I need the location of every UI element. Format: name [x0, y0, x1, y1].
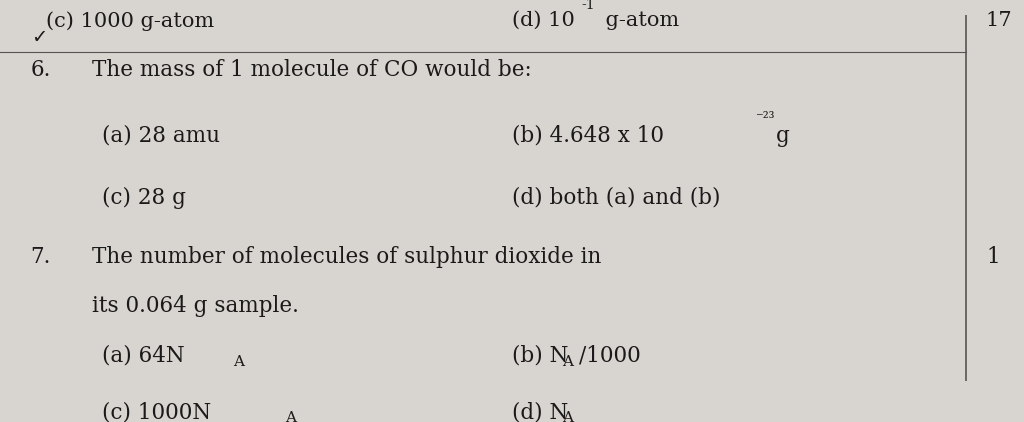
Text: 17: 17 — [985, 11, 1012, 30]
Text: A: A — [285, 411, 296, 422]
Text: (c) 1000N: (c) 1000N — [102, 401, 212, 422]
Text: $\checkmark$: $\checkmark$ — [31, 26, 46, 45]
Text: (c) 28 g: (c) 28 g — [102, 187, 186, 209]
Text: 1: 1 — [986, 246, 999, 268]
Text: A: A — [562, 354, 573, 368]
Text: (a) 64N: (a) 64N — [102, 345, 185, 367]
Text: (d) N: (d) N — [512, 401, 568, 422]
Text: 6.: 6. — [31, 59, 51, 81]
Text: A: A — [562, 411, 573, 422]
Text: (d) both (a) and (b): (d) both (a) and (b) — [512, 187, 721, 209]
Text: ⁻²³: ⁻²³ — [755, 112, 774, 126]
Text: g-atom: g-atom — [599, 11, 679, 30]
Text: (b) N: (b) N — [512, 345, 568, 367]
Text: /1000: /1000 — [579, 345, 640, 367]
Text: its 0.064 g sample.: its 0.064 g sample. — [92, 295, 299, 317]
Text: A: A — [233, 354, 245, 368]
Text: g: g — [776, 124, 791, 146]
Text: (a) 28 amu: (a) 28 amu — [102, 124, 220, 146]
Text: The number of molecules of sulphur dioxide in: The number of molecules of sulphur dioxi… — [92, 246, 601, 268]
Text: -1: -1 — [582, 0, 595, 12]
Text: (b) 4.648 x 10: (b) 4.648 x 10 — [512, 124, 664, 146]
Text: (c) 1000 g-atom: (c) 1000 g-atom — [46, 11, 214, 31]
Text: 7.: 7. — [31, 246, 51, 268]
Text: The mass of 1 molecule of CO would be:: The mass of 1 molecule of CO would be: — [92, 59, 531, 81]
Text: (d) 10: (d) 10 — [512, 11, 574, 30]
